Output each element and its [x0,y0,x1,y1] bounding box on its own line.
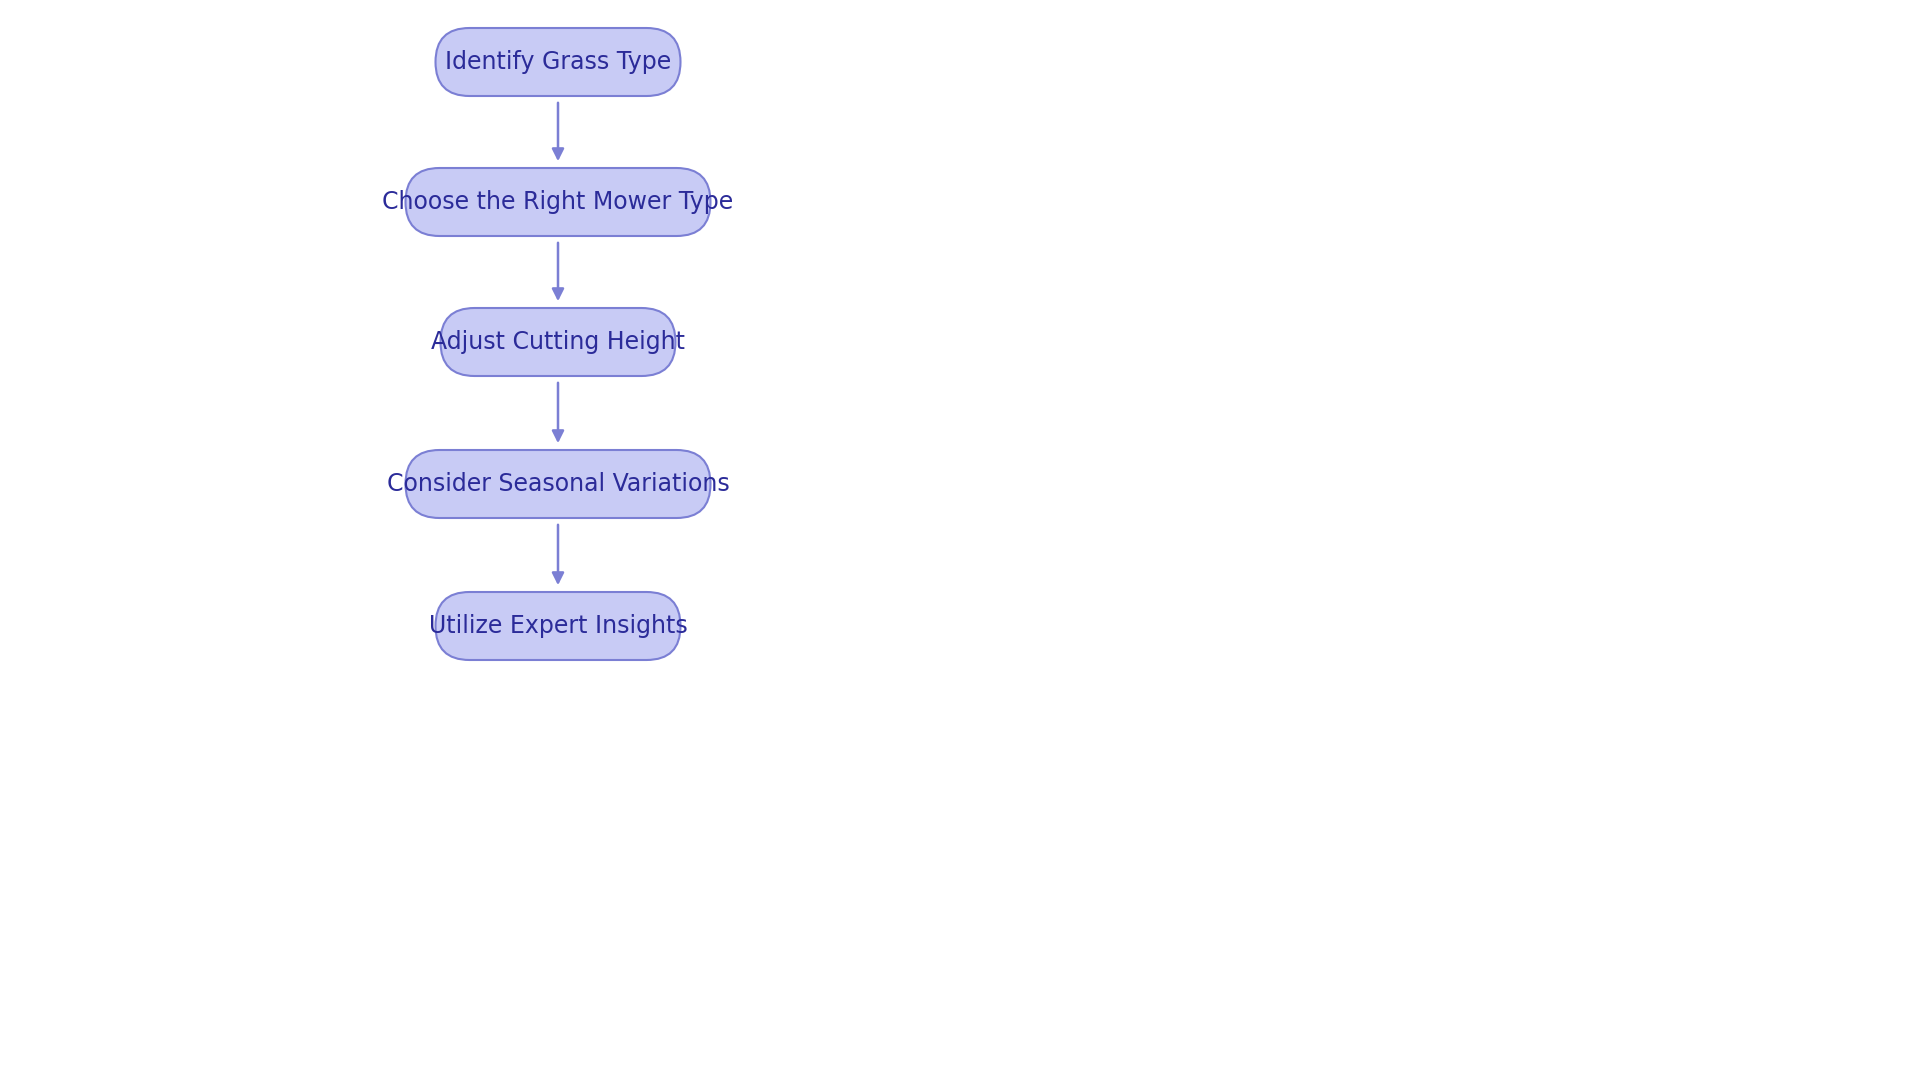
FancyBboxPatch shape [405,451,710,518]
Text: Utilize Expert Insights: Utilize Expert Insights [428,614,687,638]
FancyBboxPatch shape [436,592,680,660]
Text: Choose the Right Mower Type: Choose the Right Mower Type [382,190,733,214]
FancyBboxPatch shape [440,308,676,376]
Text: Consider Seasonal Variations: Consider Seasonal Variations [386,472,730,496]
FancyBboxPatch shape [405,168,710,236]
FancyBboxPatch shape [436,28,680,96]
Text: Adjust Cutting Height: Adjust Cutting Height [430,330,685,354]
Text: Identify Grass Type: Identify Grass Type [445,50,672,74]
